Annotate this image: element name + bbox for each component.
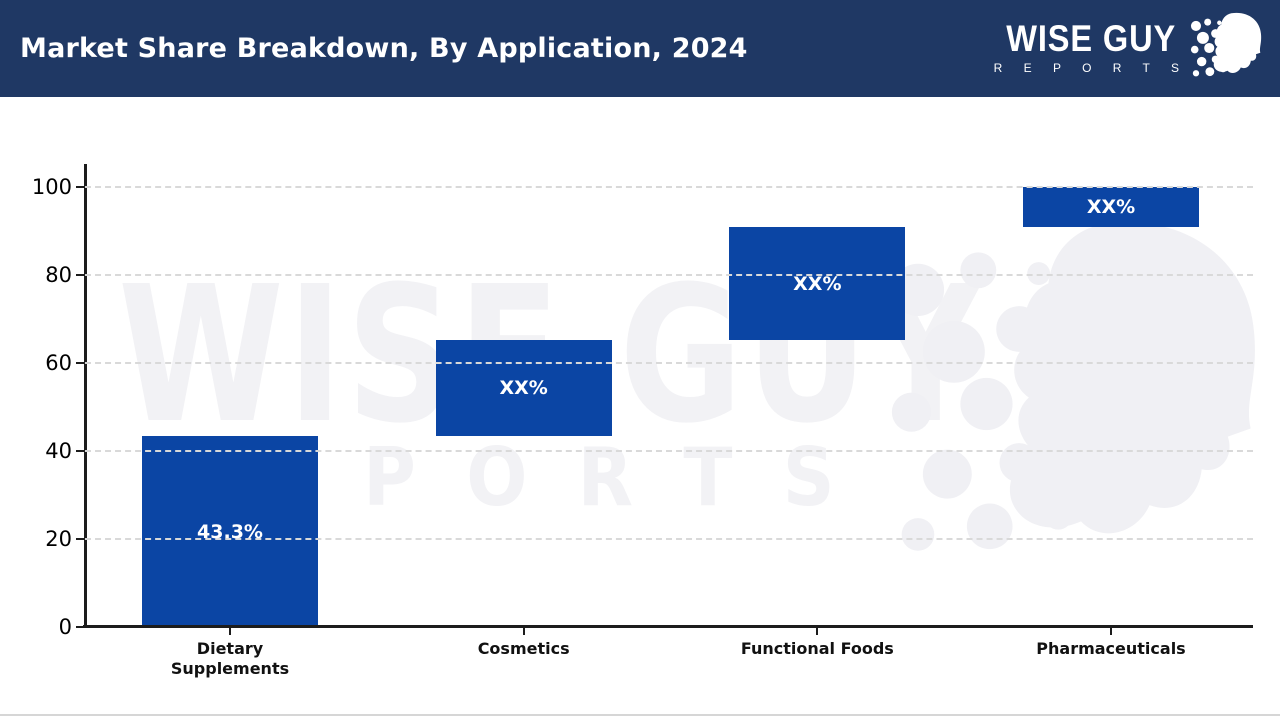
logo-wordmark-line2: R E P O R T S [993,60,1188,75]
bar-segment [729,227,906,341]
x-tick [816,628,819,635]
y-tick-0 [76,626,85,628]
category-label: Cosmetics [477,639,570,658]
logo-wordmark-line1: WISE GUY [1005,18,1176,59]
bar-segment [142,436,318,627]
bar-value-label: XX% [1086,196,1136,219]
category-label: Pharmaceuticals [1036,639,1186,658]
logo-wordmark: WISE GUY R E P O R T S [993,18,1188,75]
gridline-80 [85,274,1253,276]
y-tick-60 [76,362,85,364]
y-tick-40 [76,450,85,452]
gridline-40 [85,450,1253,452]
category-label: Functional Foods [740,639,894,658]
y-tick-80 [76,274,85,276]
logo-face-icon [1190,12,1262,77]
x-tick [522,628,525,635]
bar-value-label: XX% [793,272,842,295]
gridline-20 [85,538,1253,540]
bar-value-label: 43.3% [197,520,263,543]
x-axis-line [83,625,1253,628]
y-tick-label-20: 20 [45,527,72,551]
y-tick-label-80: 80 [45,263,72,287]
y-tick-label-0: 0 [58,615,72,639]
bar-segment [435,340,612,437]
page-title: Market Share Breakdown, By Application, … [20,33,748,64]
watermark-face-icon [891,222,1255,551]
gridline-60 [85,362,1253,364]
x-tick [229,628,231,635]
y-tick-100 [76,186,85,188]
y-tick-label-100: 100 [31,175,72,199]
y-tick-label-60: 60 [45,351,72,375]
category-label: Dietary Supplements [170,639,290,678]
y-tick-20 [76,538,85,540]
gridline-100 [85,186,1253,188]
y-axis-line [84,164,87,628]
header: Market Share Breakdown, By Application, … [0,0,1280,97]
bar-segment [1023,187,1199,228]
y-tick-label-40: 40 [45,439,72,463]
x-tick [1110,628,1112,635]
footer-divider [0,714,1280,716]
logo: WISE GUY R E P O R T S [994,6,1266,92]
bar-value-label: XX% [499,377,548,400]
